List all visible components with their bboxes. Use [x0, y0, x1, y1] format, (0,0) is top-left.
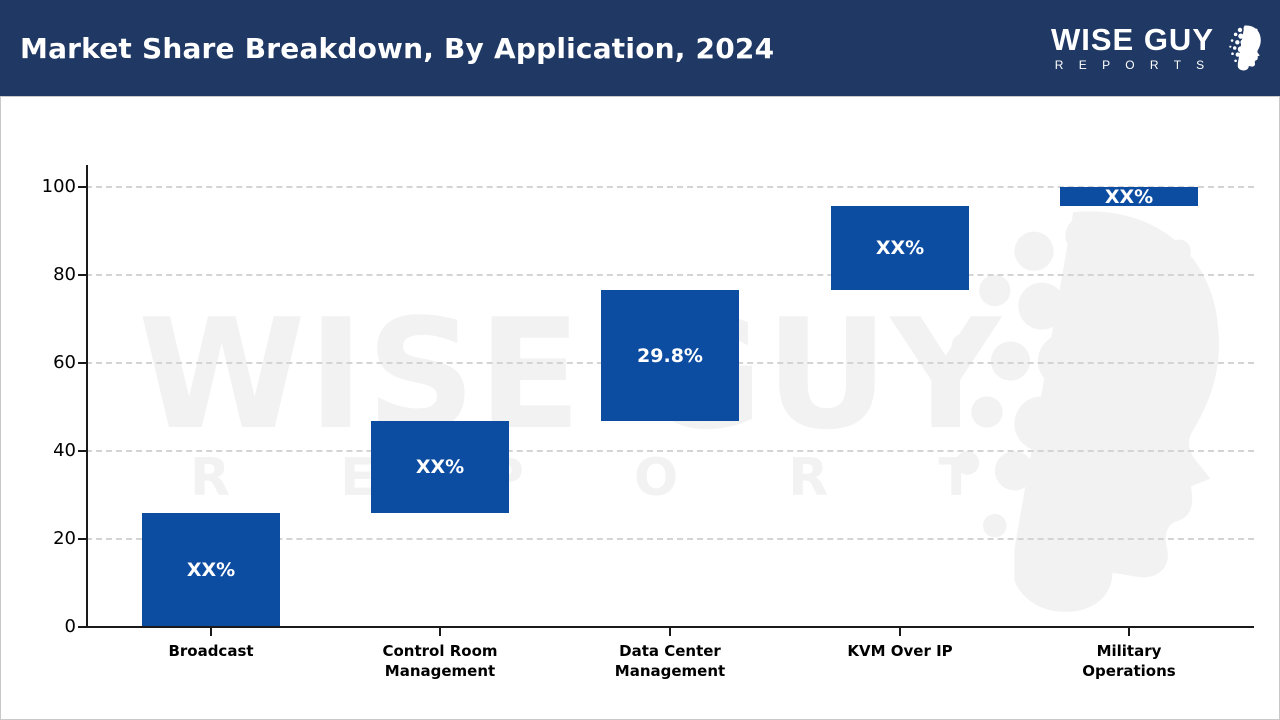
- header: Market Share Breakdown, By Application, …: [0, 0, 1280, 96]
- grid-line: [86, 450, 1254, 452]
- y-tick-label: 100: [41, 176, 76, 197]
- bar-kvm-over-ip: XX%: [831, 206, 969, 290]
- bar-value-label: XX%: [186, 559, 236, 582]
- x-tick-label: Data Center Management: [614, 642, 726, 680]
- plot: 0 20 40 60 80 100 XX% Broadcast XX% Control Room …: [0, 96, 1280, 720]
- y-axis-tick: [78, 538, 86, 540]
- x-axis-tick: [439, 628, 441, 636]
- bar-control-room-management: XX%: [371, 421, 509, 514]
- y-tick-label: 80: [53, 264, 76, 285]
- x-tick-label: KVM Over IP: [847, 642, 953, 660]
- page-title: Market Share Breakdown, By Application, …: [20, 31, 775, 65]
- logo-text: WISE GUY R E P O R T S: [1050, 22, 1214, 73]
- y-axis-tick: [78, 626, 86, 628]
- y-axis-tick: [78, 362, 86, 364]
- logo-head-icon: [1229, 25, 1261, 71]
- grid-line: [86, 538, 1254, 540]
- y-axis-spine: [86, 165, 88, 628]
- x-axis-tick: [669, 628, 671, 636]
- x-axis-tick: [1128, 628, 1130, 636]
- x-axis-tick: [210, 628, 212, 636]
- bar-broadcast: XX%: [142, 513, 280, 627]
- bar-data-center-management: 29.8%: [601, 289, 739, 422]
- y-tick-label: 60: [53, 352, 76, 373]
- watermark-text: WISE GUY: [138, 286, 1003, 463]
- x-tick-label: Control Room Management: [382, 642, 498, 680]
- bar-value-label: XX%: [1104, 185, 1154, 208]
- grid-line: [86, 274, 1254, 276]
- y-tick-label: 20: [53, 528, 76, 549]
- bar-value-label: 29.8%: [637, 344, 703, 367]
- bar-military-operations: XX%: [1060, 185, 1198, 208]
- logo: WISE GUY R E P O R T S: [1051, 8, 1262, 88]
- y-axis-tick: [78, 186, 86, 188]
- y-axis-tick: [78, 274, 86, 276]
- logo-tagline: R E P O R T S: [1054, 58, 1211, 72]
- x-axis-tick: [899, 628, 901, 636]
- bar-value-label: XX%: [415, 456, 465, 479]
- x-tick-label: Broadcast: [168, 642, 254, 660]
- logo-name: WISE GUY: [1050, 22, 1214, 57]
- x-tick-label: Military Operations: [1082, 642, 1176, 680]
- y-tick-label: 0: [64, 616, 76, 637]
- x-axis-spine: [86, 626, 1254, 628]
- grid-line: [86, 186, 1254, 188]
- bar-value-label: XX%: [875, 237, 925, 260]
- y-tick-label: 40: [53, 440, 76, 461]
- chart-area: WISE GUY R E P O R T S 0 20 40 60 80 100 XX% Br…: [0, 96, 1280, 720]
- y-axis-tick: [78, 450, 86, 452]
